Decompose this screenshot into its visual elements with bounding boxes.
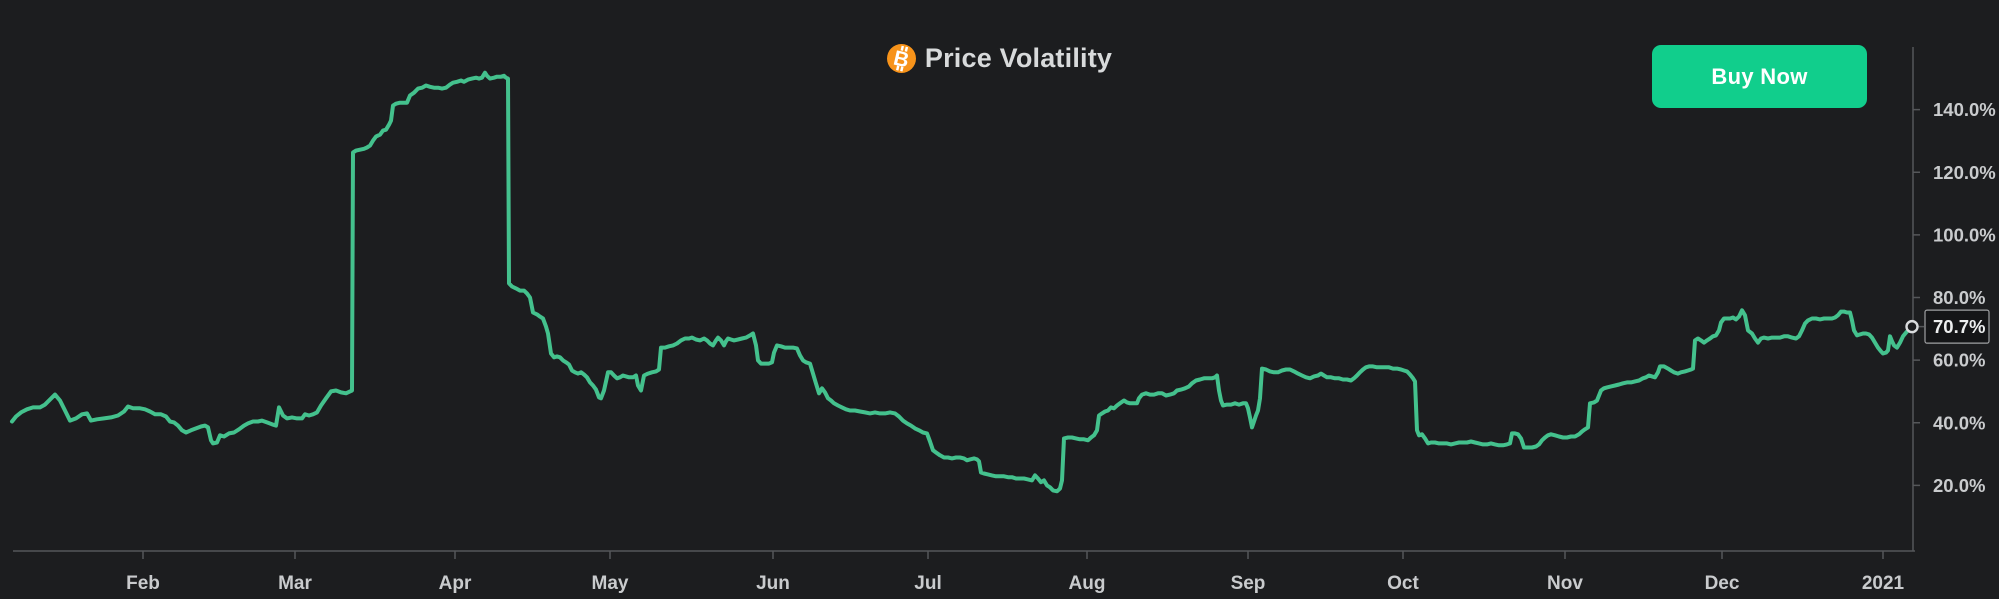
last-value-marker [1905,319,1919,334]
x-tick-label: Feb [126,573,160,594]
last-value-label: 70.7% [1933,316,1985,337]
x-tick-label: Mar [278,573,312,594]
last-value-box [1924,309,1990,344]
x-tick-label: Apr [439,573,472,594]
x-tick-label: Jun [756,573,790,594]
x-tick-label: 2021 [1862,573,1905,594]
x-tick-label: May [592,573,629,594]
x-tick-label: Sep [1231,573,1266,594]
buy-now-button[interactable]: Buy Now [1652,45,1867,108]
y-tick-label: 140.0% [1933,99,1996,120]
y-tick-label: 20.0% [1933,475,1985,496]
y-tick-label: 60.0% [1933,350,1985,371]
volatility-line [10,70,1914,494]
y-tick-label: 40.0% [1933,412,1985,433]
y-tick-label: 100.0% [1933,224,1996,245]
x-tick-label: Jul [914,573,941,594]
x-tick-label: Dec [1705,573,1740,594]
y-tick-label: 120.0% [1933,162,1996,183]
y-tick-label: 80.0% [1933,287,1985,308]
x-tick-label: Nov [1547,573,1583,594]
x-tick-label: Aug [1069,573,1106,594]
x-tick-label: Oct [1387,573,1419,594]
